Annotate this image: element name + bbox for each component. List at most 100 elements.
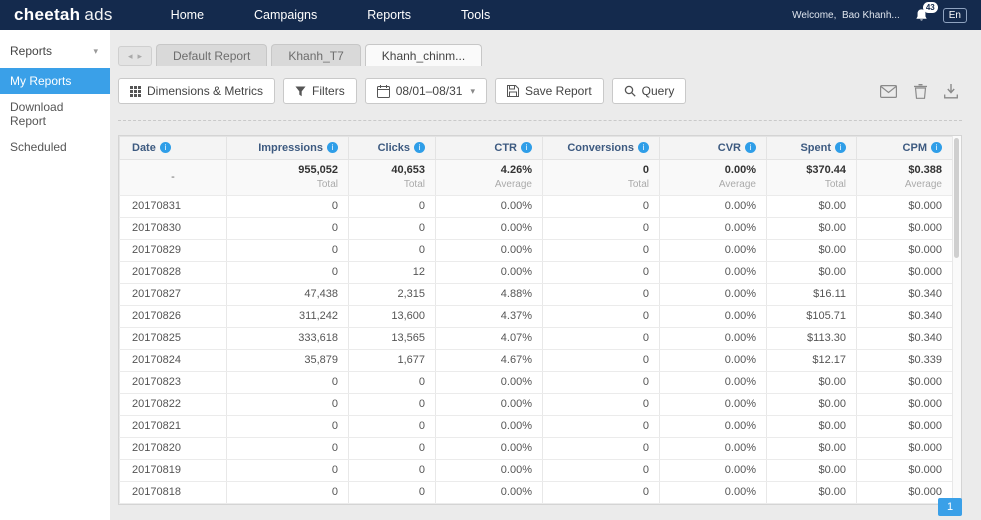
filter-funnel-icon: [295, 85, 306, 97]
value-cell: 0.00%: [659, 327, 767, 350]
info-icon[interactable]: i: [638, 142, 649, 153]
trash-icon[interactable]: [914, 83, 927, 99]
language-selector[interactable]: En: [942, 7, 967, 23]
date-cell: 20170825: [119, 327, 227, 350]
col-header-spent[interactable]: Spent i: [766, 136, 857, 160]
value-cell: 0: [348, 217, 436, 240]
table-scrollbar[interactable]: [952, 136, 961, 504]
date-cell: 20170824: [119, 349, 227, 372]
dimensions-metrics-button[interactable]: Dimensions & Metrics: [118, 78, 276, 104]
sidebar-item-scheduled[interactable]: Scheduled: [10, 140, 67, 154]
date-cell: 20170821: [119, 415, 227, 438]
value-cell: $0.00: [766, 415, 857, 438]
brand-logo[interactable]: cheetah ads: [14, 5, 113, 25]
col-header-clicks[interactable]: Clicks i: [348, 136, 436, 160]
table-row: 20170826 311,242 13,600 4.37% 0 0.00% $105.71 $…: [119, 305, 953, 328]
table-row: 20170821 0 0 0.00% 0 0.00% $0.00 $0.000: [119, 415, 953, 438]
value-cell: $0.000: [856, 481, 953, 504]
username-text[interactable]: Bao Khanh...: [841, 9, 900, 21]
notification-bell-icon[interactable]: 43: [914, 1, 938, 23]
value-cell: 4.67%: [435, 349, 543, 372]
info-icon[interactable]: i: [931, 142, 942, 153]
table-row: 20170831 0 0 0.00% 0 0.00% $0.00 $0.000: [119, 195, 953, 218]
sidebar-section-label: Reports: [10, 44, 53, 58]
tab-khanh-chinm[interactable]: Khanh_chinm...: [364, 44, 483, 66]
page-1-button[interactable]: 1: [938, 498, 962, 516]
info-icon[interactable]: i: [414, 142, 425, 153]
info-icon[interactable]: i: [327, 142, 338, 153]
value-cell: 0: [348, 393, 436, 416]
notification-badge: 43: [922, 1, 938, 13]
pagination: 1: [938, 497, 962, 516]
date-cell: 20170820: [119, 437, 227, 460]
date-range-label: 08/01–08/31: [395, 84, 463, 98]
search-icon: [624, 85, 636, 97]
sidebar-section-reports[interactable]: Reports ▾: [0, 30, 110, 68]
col-header-impressions[interactable]: Impressions i: [226, 136, 349, 160]
main-nav: Home Campaigns Reports Tools: [171, 8, 491, 22]
value-cell: 0: [542, 459, 660, 482]
tab-khanh-t7[interactable]: Khanh_T7: [271, 44, 361, 66]
table-header-row: Date i Impressions i Clicks i CTR i Conversi…: [119, 136, 953, 160]
report-toolbar: Dimensions & Metrics Filters 08/01–08/31…: [118, 78, 962, 104]
nav-item-tools[interactable]: Tools: [461, 8, 491, 22]
value-cell: $0.00: [766, 195, 857, 218]
value-cell: 0: [226, 437, 349, 460]
totals-cell-cpm: $0.388 Average: [856, 159, 953, 196]
value-cell: 0: [348, 481, 436, 504]
totals-cell-impressions: 955,052 Total: [226, 159, 349, 196]
date-cell: 20170829: [119, 239, 227, 262]
filters-button[interactable]: Filters: [283, 78, 357, 104]
value-cell: 0.00%: [659, 459, 767, 482]
table-row: 20170822 0 0 0.00% 0 0.00% $0.00 $0.000: [119, 393, 953, 416]
table-row: 20170819 0 0 0.00% 0 0.00% $0.00 $0.000: [119, 459, 953, 482]
col-header-cvr[interactable]: CVR i: [659, 136, 767, 160]
mail-icon[interactable]: [880, 84, 897, 98]
col-label: Clicks: [377, 142, 410, 154]
col-header-cpm[interactable]: CPM i: [856, 136, 953, 160]
value-cell: $0.00: [766, 459, 857, 482]
nav-item-campaigns[interactable]: Campaigns: [254, 8, 318, 22]
value-cell: $113.30: [766, 327, 857, 350]
download-icon[interactable]: [944, 83, 958, 99]
value-cell: 0.00%: [435, 371, 543, 394]
info-icon[interactable]: i: [835, 142, 846, 153]
value-cell: 0: [226, 239, 349, 262]
col-header-ctr[interactable]: CTR i: [435, 136, 543, 160]
value-cell: 0.00%: [659, 437, 767, 460]
info-icon[interactable]: i: [521, 142, 532, 153]
col-header-date[interactable]: Date i: [119, 136, 227, 160]
value-cell: 0: [348, 459, 436, 482]
sidebar-item-download-report[interactable]: Download Report: [10, 100, 64, 128]
value-cell: $16.11: [766, 283, 857, 306]
info-icon[interactable]: i: [745, 142, 756, 153]
save-report-button[interactable]: Save Report: [494, 78, 604, 104]
value-cell: $0.00: [766, 393, 857, 416]
totals-cell-clicks: 40,653 Total: [348, 159, 436, 196]
value-cell: 4.37%: [435, 305, 543, 328]
totals-cell-ctr: 4.26% Average: [435, 159, 543, 196]
col-header-conversions[interactable]: Conversions i: [542, 136, 660, 160]
info-icon[interactable]: i: [159, 142, 171, 153]
sidebar-item-my-reports[interactable]: My Reports: [0, 68, 110, 94]
value-cell: 0: [542, 327, 660, 350]
scrollbar-thumb[interactable]: [954, 138, 959, 258]
value-cell: 0.00%: [659, 305, 767, 328]
col-label: CTR: [494, 142, 517, 154]
value-cell: $0.000: [856, 195, 953, 218]
query-button[interactable]: Query: [611, 78, 687, 104]
value-cell: 0: [542, 217, 660, 240]
tab-default-report[interactable]: Default Report: [156, 44, 268, 66]
nav-item-home[interactable]: Home: [170, 8, 205, 22]
tab-scroll-left-button[interactable]: ◂: [127, 50, 133, 61]
value-cell: 0.00%: [435, 393, 543, 416]
calendar-icon: [376, 84, 390, 98]
date-range-button[interactable]: 08/01–08/31 ▾: [364, 78, 487, 104]
value-cell: 0: [226, 481, 349, 504]
table-row: 20170828 0 12 0.00% 0 0.00% $0.00 $0.000: [119, 261, 953, 284]
tab-scroll-right-button[interactable]: ▸: [137, 50, 143, 61]
nav-item-reports[interactable]: Reports: [367, 8, 412, 22]
brand-text-light: ads: [84, 5, 113, 24]
value-cell: 0: [348, 195, 436, 218]
value-cell: 0: [348, 239, 436, 262]
